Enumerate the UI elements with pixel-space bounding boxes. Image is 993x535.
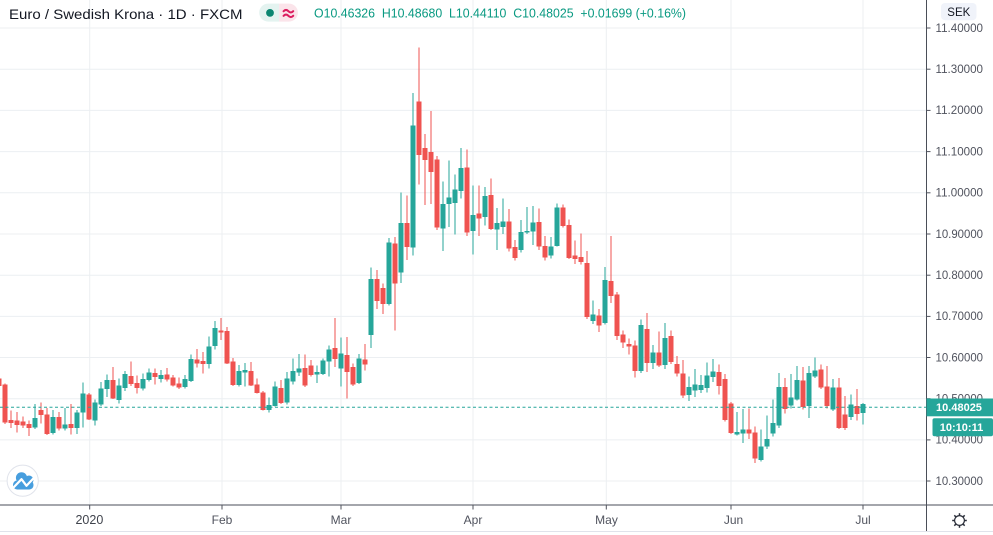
svg-text:Jul: Jul [855, 513, 870, 527]
svg-text:10.40000: 10.40000 [936, 435, 984, 447]
svg-text:Apr: Apr [464, 513, 483, 527]
svg-text:10.48025: 10.48025 [936, 402, 982, 414]
svg-text:11.30000: 11.30000 [936, 64, 984, 76]
svg-text:Mar: Mar [331, 513, 352, 527]
svg-text:2020: 2020 [75, 513, 103, 527]
svg-text:10:10:11: 10:10:11 [940, 422, 983, 434]
svg-text:10.90000: 10.90000 [936, 229, 984, 241]
svg-text:May: May [595, 513, 618, 527]
svg-text:Feb: Feb [212, 513, 233, 527]
svg-text:Euro / Swedish Krona · 1D · FX: Euro / Swedish Krona · 1D · FXCM [9, 6, 242, 22]
svg-text:11.20000: 11.20000 [936, 105, 984, 117]
svg-text:10.80000: 10.80000 [936, 270, 984, 282]
svg-text:10.30000: 10.30000 [936, 476, 984, 488]
svg-text:10.60000: 10.60000 [936, 352, 984, 364]
svg-text:O10.46326 H10.48680 L10.4411: O10.46326 H10.48680 L10.44110 C10.48025 … [314, 7, 686, 21]
svg-text:Jun: Jun [724, 513, 743, 527]
svg-text:10.70000: 10.70000 [936, 311, 984, 323]
svg-text:11.00000: 11.00000 [936, 188, 984, 200]
svg-text:11.40000: 11.40000 [936, 23, 984, 35]
svg-text:11.10000: 11.10000 [936, 146, 984, 158]
svg-text:SEK: SEK [947, 7, 970, 19]
